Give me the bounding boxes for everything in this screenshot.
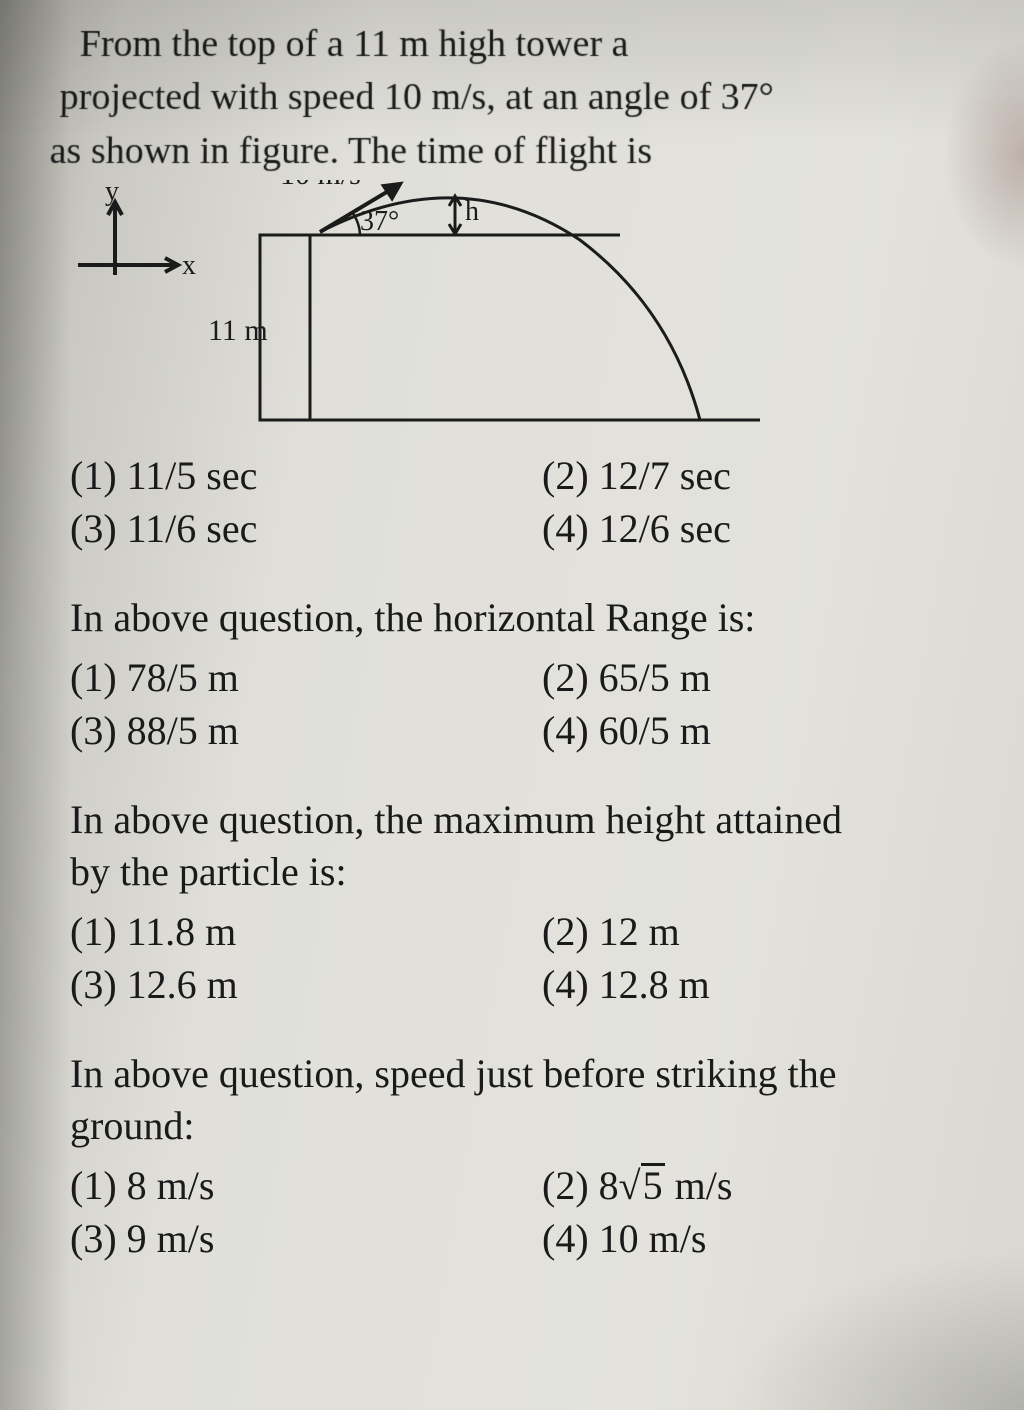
q1-option-4: (4) 12/6 sec xyxy=(542,505,984,552)
q2-text: In above question, the horizontal Range … xyxy=(60,592,984,644)
q1-option-3: (3) 11/6 sec xyxy=(70,505,512,552)
q1-line3: as shown in figure. The time of flight i… xyxy=(49,127,984,176)
q2-option-4: (4) 60/5 m xyxy=(542,707,984,754)
page: From the top of a 11 m high tower a proj… xyxy=(0,0,1024,1410)
q4-option-2-radicand: 5 xyxy=(641,1163,665,1206)
diagram-svg: y x 11 m 10 m/s 37° xyxy=(60,180,780,440)
q1-line1: From the top of a 11 m high tower a xyxy=(79,20,984,69)
q2-options: (1) 78/5 m (2) 65/5 m (3) 88/5 m (4) 60/… xyxy=(60,654,984,754)
q3-options: (1) 11.8 m (2) 12 m (3) 12.6 m (4) 12.8 … xyxy=(60,908,984,1008)
q3-option-4: (4) 12.8 m xyxy=(542,961,984,1008)
q1-option-1: (1) 11/5 sec xyxy=(70,452,512,499)
q1-option-2: (2) 12/7 sec xyxy=(542,452,984,499)
q3-option-3: (3) 12.6 m xyxy=(70,961,512,1008)
q1-line2: projected with speed 10 m/s, at an angle… xyxy=(59,73,984,122)
q4-option-3: (3) 9 m/s xyxy=(70,1215,512,1262)
q4-option-4: (4) 10 m/s xyxy=(542,1215,984,1262)
q2-option-2: (2) 65/5 m xyxy=(542,654,984,701)
q4-option-2: (2) 8√5 m/s xyxy=(542,1162,984,1209)
x-axis-label: x xyxy=(182,250,196,281)
velocity-label: 10 m/s xyxy=(280,180,361,191)
tower-height-label: 11 m xyxy=(208,314,268,347)
q3-line1: In above question, the maximum height at… xyxy=(60,794,984,846)
q4-options: (1) 8 m/s (2) 8√5 m/s (3) 9 m/s (4) 10 m… xyxy=(60,1162,984,1262)
page-shadow-bottom-right xyxy=(724,1250,1024,1410)
q3-option-2: (2) 12 m xyxy=(542,908,984,955)
y-axis-label: y xyxy=(105,180,119,207)
q3-line2: by the particle is: xyxy=(60,846,984,898)
projectile-diagram: y x 11 m 10 m/s 37° xyxy=(60,180,780,440)
sqrt-icon: √ xyxy=(619,1163,641,1208)
q4-option-1: (1) 8 m/s xyxy=(70,1162,512,1209)
q3-option-1: (1) 11.8 m xyxy=(70,908,512,955)
q1-options: (1) 11/5 sec (2) 12/7 sec (3) 11/6 sec (… xyxy=(60,452,984,552)
q4-line2: ground: xyxy=(60,1100,984,1152)
q4-option-2-suffix: m/s xyxy=(665,1163,733,1208)
angle-label: 37° xyxy=(360,206,399,237)
q4-line1: In above question, speed just before str… xyxy=(60,1048,984,1100)
q2-option-1: (1) 78/5 m xyxy=(70,654,512,701)
q2-option-3: (3) 88/5 m xyxy=(70,707,512,754)
q4-option-2-prefix: (2) 8 xyxy=(542,1163,619,1208)
